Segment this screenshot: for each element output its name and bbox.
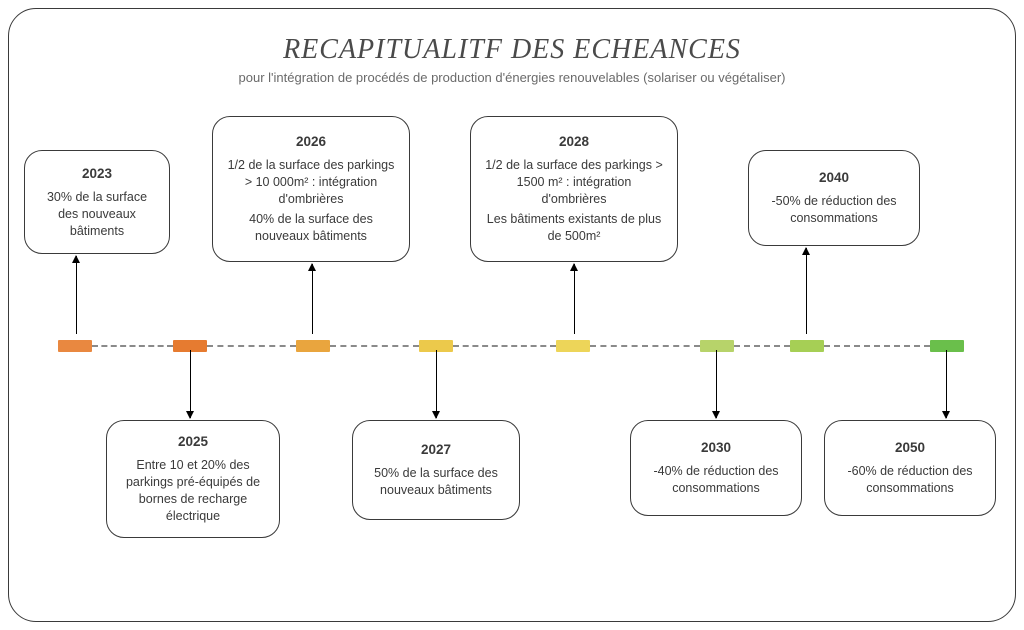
timeline-tick: [556, 340, 590, 352]
milestone-card-2050: 2050 -60% de réduction des consommations: [824, 420, 996, 516]
connector-arrow: [436, 350, 437, 418]
timeline-tick: [296, 340, 330, 352]
milestone-text: 1/2 de la surface des parkings > 10 000m…: [225, 157, 397, 208]
timeline-dash: [207, 345, 296, 347]
timeline-tick: [58, 340, 92, 352]
milestone-text: Les bâtiments existants de plus de 500m²: [483, 211, 665, 245]
milestone-text: -50% de réduction des consommations: [761, 193, 907, 227]
milestone-card-2025: 2025 Entre 10 et 20% des parkings pré-équ…: [106, 420, 280, 538]
milestone-card-2026: 2026 1/2 de la surface des parkings > 10 …: [212, 116, 410, 262]
milestone-card-2023: 2023 30% de la surface des nouveaux bâtim…: [24, 150, 170, 254]
milestone-text: 30% de la surface des nouveaux bâtiments: [37, 189, 157, 240]
timeline-dash: [590, 345, 700, 347]
milestone-text: -40% de réduction des consommations: [643, 463, 789, 497]
timeline-dash: [453, 345, 556, 347]
timeline-dash: [330, 345, 419, 347]
milestone-year: 2050: [895, 439, 925, 457]
milestone-text: Entre 10 et 20% des parkings pré-équipés…: [119, 457, 267, 525]
connector-arrow: [312, 264, 313, 334]
milestone-year: 2025: [178, 433, 208, 451]
milestone-year: 2023: [82, 165, 112, 183]
connector-arrow: [76, 256, 77, 334]
milestone-card-2030: 2030 -40% de réduction des consommations: [630, 420, 802, 516]
page-subtitle: pour l'intégration de procédés de produc…: [0, 70, 1024, 85]
timeline-dash: [92, 345, 173, 347]
timeline-dash: [824, 345, 930, 347]
milestone-year: 2030: [701, 439, 731, 457]
timeline-tick: [930, 340, 964, 352]
milestone-year: 2027: [421, 441, 451, 459]
connector-arrow: [190, 350, 191, 418]
milestone-card-2040: 2040 -50% de réduction des consommations: [748, 150, 920, 246]
milestone-text: -60% de réduction des consommations: [837, 463, 983, 497]
timeline-tick: [700, 340, 734, 352]
timeline-tick: [790, 340, 824, 352]
milestone-text: 40% de la surface des nouveaux bâtiments: [225, 211, 397, 245]
milestone-year: 2026: [296, 133, 326, 151]
connector-arrow: [806, 248, 807, 334]
page-title: RECAPITUALITF DES ECHEANCES: [0, 34, 1024, 66]
timeline-dash: [734, 345, 790, 347]
milestone-text: 1/2 de la surface des parkings > 1500 m²…: [483, 157, 665, 208]
connector-arrow: [716, 350, 717, 418]
milestone-card-2027: 2027 50% de la surface des nouveaux bâtim…: [352, 420, 520, 520]
milestone-card-2028: 2028 1/2 de la surface des parkings > 150…: [470, 116, 678, 262]
milestone-year: 2040: [819, 169, 849, 187]
milestone-text: 50% de la surface des nouveaux bâtiments: [365, 465, 507, 499]
connector-arrow: [574, 264, 575, 334]
milestone-year: 2028: [559, 133, 589, 151]
connector-arrow: [946, 350, 947, 418]
